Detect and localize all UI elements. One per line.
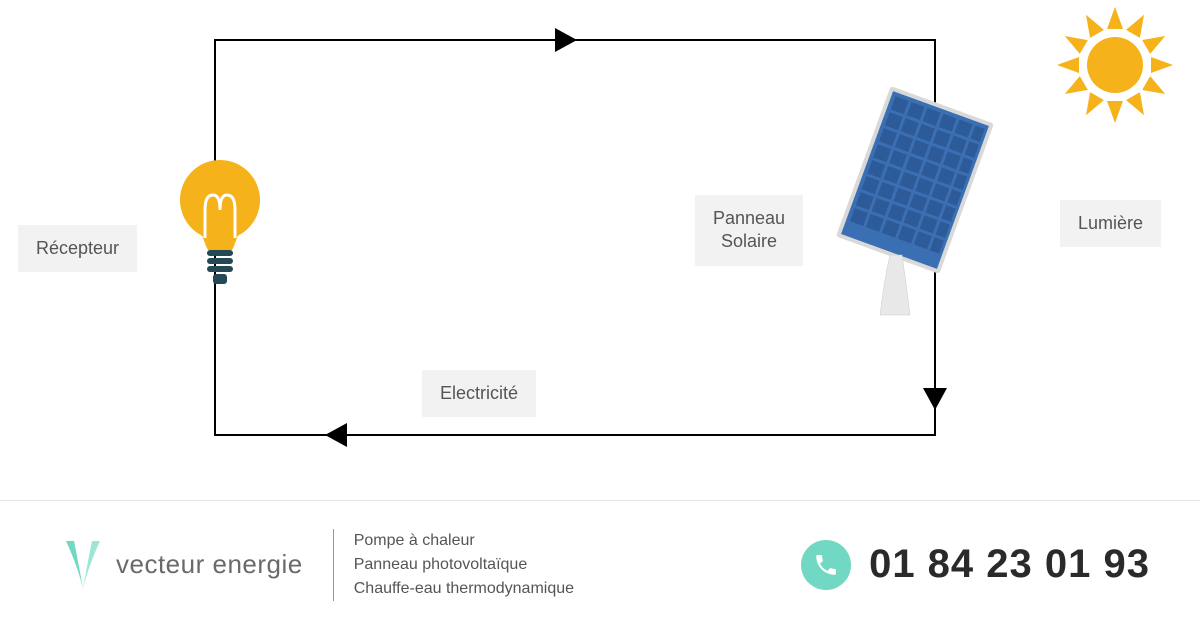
label-panneau: Panneau Solaire bbox=[695, 195, 803, 266]
label-electricite: Electricité bbox=[422, 370, 536, 417]
phone-icon bbox=[801, 540, 851, 590]
label-lumiere: Lumière bbox=[1060, 200, 1161, 247]
service-item: Chauffe-eau thermodynamique bbox=[354, 577, 574, 601]
footer-bar: vecteur energie Pompe à chaleur Panneau … bbox=[0, 500, 1200, 628]
services-list: Pompe à chaleur Panneau photovoltaïque C… bbox=[333, 529, 574, 601]
arrow-bottom-left bbox=[325, 423, 347, 447]
arrow-top-right bbox=[555, 28, 577, 52]
service-item: Panneau photovoltaïque bbox=[354, 553, 574, 577]
solar-panel-icon bbox=[820, 85, 1010, 350]
vecteur-logo-icon bbox=[60, 537, 106, 593]
phone-block: 01 84 23 01 93 bbox=[801, 540, 1150, 590]
brand-name: vecteur energie bbox=[116, 549, 303, 580]
circuit-diagram: Récepteur Panneau Solaire Lumière Electr… bbox=[0, 0, 1200, 500]
service-item: Pompe à chaleur bbox=[354, 529, 574, 553]
lightbulb-icon bbox=[175, 150, 265, 305]
label-recepteur: Récepteur bbox=[18, 225, 137, 272]
arrow-right-down bbox=[923, 388, 947, 410]
circuit-bottom bbox=[215, 434, 935, 436]
brand-logo: vecteur energie bbox=[60, 537, 303, 593]
sun-icon bbox=[1050, 0, 1180, 135]
phone-number: 01 84 23 01 93 bbox=[869, 542, 1150, 587]
